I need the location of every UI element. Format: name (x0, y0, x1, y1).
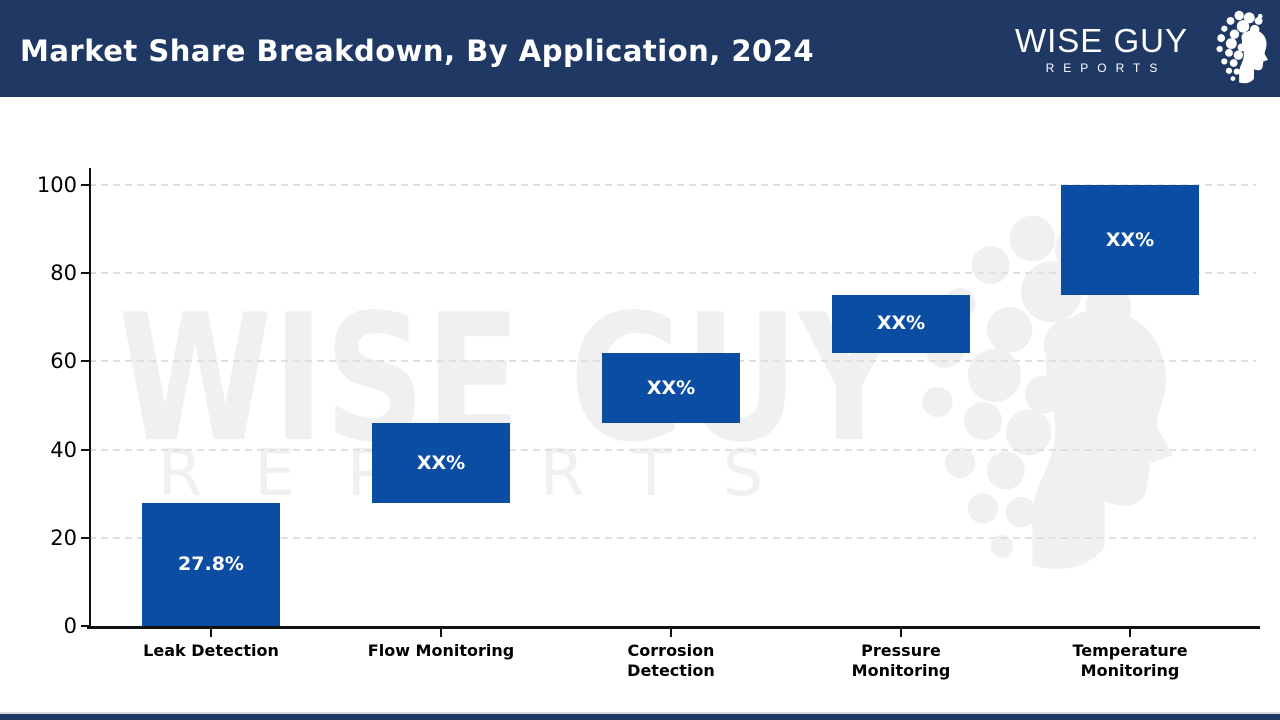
page-title: Market Share Breakdown, By Application, … (20, 34, 815, 68)
bar-value-label: 27.8% (178, 553, 244, 576)
bar-segment: XX% (1061, 185, 1199, 296)
x-axis-category-label: Leak Detection (143, 641, 279, 660)
y-axis-tick-mark (81, 272, 89, 275)
y-axis-tick-label: 80 (50, 261, 77, 286)
x-axis-category-label: Flow Monitoring (367, 641, 515, 660)
x-axis-tick-mark (670, 629, 672, 637)
gridline (89, 184, 1256, 186)
footer-bar (0, 714, 1280, 720)
logo-wordmark: WISE GUY (1014, 22, 1188, 59)
bar-value-label: XX% (646, 376, 696, 399)
x-axis-category-label: Temperature Monitoring (1072, 641, 1188, 680)
y-axis-tick-mark (81, 360, 89, 363)
bar-segment: XX% (602, 352, 740, 424)
gridline (89, 536, 1256, 539)
gridline (89, 448, 1256, 451)
gridline (89, 272, 1256, 275)
bar-segment: 27.8% (142, 503, 280, 626)
logo-subtitle: REPORTS (1045, 61, 1167, 75)
x-axis-tick-mark (1129, 629, 1131, 637)
x-axis-category-label: Pressure Monitoring (851, 641, 951, 680)
bar-segment: XX% (372, 423, 510, 504)
x-axis-tick-mark (900, 629, 902, 637)
bar-segment: XX% (832, 295, 970, 353)
bar-value-label: XX% (416, 452, 466, 475)
x-axis-category-label: Corrosion Detection (627, 641, 715, 680)
wise-guy-reports-logo: WISE GUY REPORTS (1015, 5, 1268, 93)
y-axis-tick-label: 20 (50, 525, 77, 550)
x-axis-tick-mark (440, 629, 442, 637)
y-axis-tick-mark (81, 448, 89, 451)
bar-value-label: XX% (876, 312, 926, 335)
y-axis-line (89, 168, 91, 629)
y-axis-tick-label: 40 (50, 437, 77, 462)
bar-value-label: XX% (1105, 229, 1155, 251)
header-bar: Market Share Breakdown, By Application, … (0, 0, 1280, 97)
logo-face-icon (1216, 10, 1268, 84)
y-axis-tick-mark (81, 625, 89, 627)
y-axis-tick-label: 100 (36, 173, 77, 197)
y-axis-tick-label: 60 (50, 349, 77, 374)
x-axis-line (87, 626, 1260, 629)
y-axis-tick-mark (81, 184, 89, 186)
x-axis-tick-mark (210, 629, 212, 637)
footer-divider (0, 712, 1280, 714)
y-axis-tick-label: 0 (63, 614, 77, 638)
y-axis-tick-mark (81, 536, 89, 539)
logo-text: WISE GUY REPORTS (1014, 22, 1188, 76)
waterfall-chart: 0 20 40 60 80 100 27.8% Leak Detection XX% Flow M… (0, 97, 1280, 713)
